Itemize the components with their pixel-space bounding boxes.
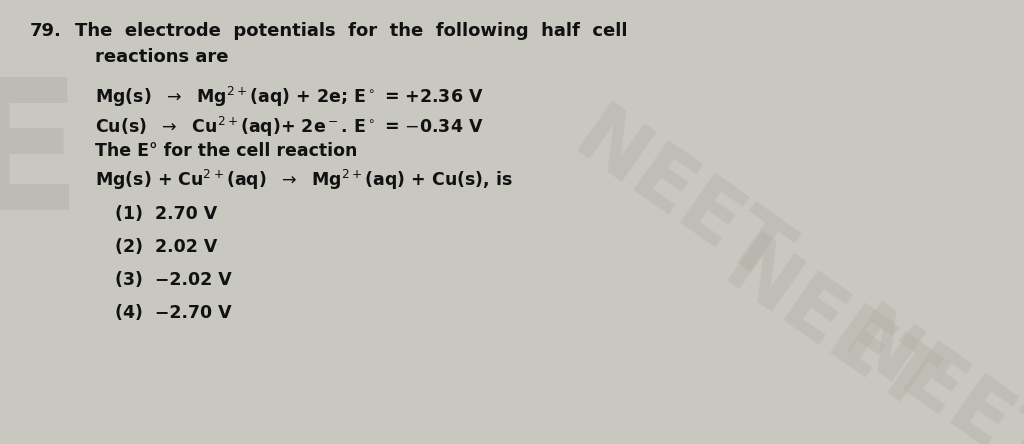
Text: NEET: NEET [828, 298, 1024, 444]
Text: (4)  −2.70 V: (4) −2.70 V [115, 304, 231, 322]
Text: The E° for the cell reaction: The E° for the cell reaction [95, 142, 357, 160]
Text: reactions are: reactions are [95, 48, 228, 66]
Text: (1)  2.70 V: (1) 2.70 V [115, 205, 217, 223]
Text: (3)  −2.02 V: (3) −2.02 V [115, 271, 231, 289]
Text: 79.: 79. [30, 22, 61, 40]
Text: Cu(s)  $\rightarrow$  Cu$^{2+}$(aq)+ 2e$^-$. E$^\circ$ = $-$0.34 V: Cu(s) $\rightarrow$ Cu$^{2+}$(aq)+ 2e$^-… [95, 115, 483, 139]
Text: The  electrode  potentials  for  the  following  half  cell: The electrode potentials for the followi… [75, 22, 628, 40]
Text: NEET: NEET [558, 98, 802, 302]
Text: Mg(s) + Cu$^{2+}$(aq)  $\rightarrow$  Mg$^{2+}$(aq) + Cu(s), is: Mg(s) + Cu$^{2+}$(aq) $\rightarrow$ Mg$^… [95, 168, 513, 192]
Text: NEET: NEET [709, 228, 951, 432]
Text: E: E [0, 72, 82, 248]
Text: Mg(s)  $\rightarrow$  Mg$^{2+}$(aq) + 2e; E$^\circ$ = +2.36 V: Mg(s) $\rightarrow$ Mg$^{2+}$(aq) + 2e; … [95, 85, 483, 109]
Text: (2)  2.02 V: (2) 2.02 V [115, 238, 217, 256]
